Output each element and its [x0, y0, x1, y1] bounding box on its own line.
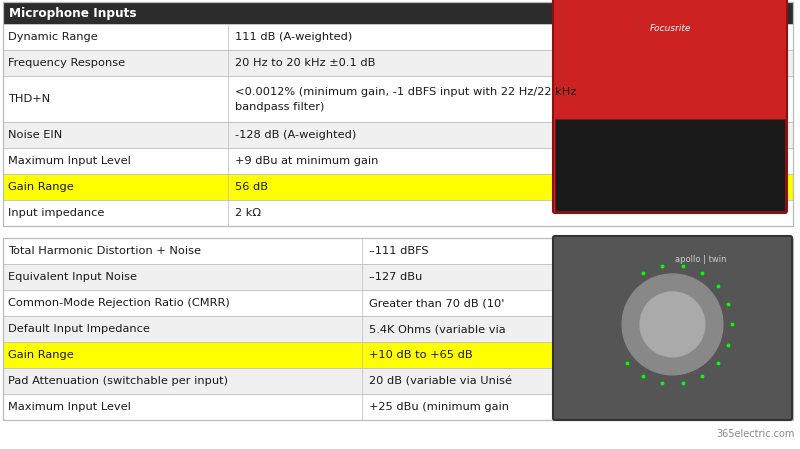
Text: Total Harmonic Distortion + Noise: Total Harmonic Distortion + Noise [8, 246, 201, 256]
Text: Noise EIN: Noise EIN [8, 130, 62, 140]
Text: Pad Attenuation (switchable per input): Pad Attenuation (switchable per input) [8, 376, 228, 386]
Text: 20 dB (variable via Unisé: 20 dB (variable via Unisé [370, 376, 513, 386]
Bar [3, 24, 793, 50]
Bar [3, 290, 793, 316]
Text: Default Input Impedance: Default Input Impedance [8, 324, 150, 334]
FancyBboxPatch shape [553, 236, 792, 420]
Text: 5.4K Ohms (variable via: 5.4K Ohms (variable via [370, 324, 506, 334]
Text: <0.0012% (minimum gain, -1 dBFS input with 22 Hz/22 kHz: <0.0012% (minimum gain, -1 dBFS input wi… [235, 87, 577, 97]
Text: Maximum Input Level: Maximum Input Level [8, 156, 131, 166]
Bar [3, 2, 793, 24]
Bar [555, 119, 785, 211]
Bar [3, 76, 793, 122]
Bar [3, 342, 793, 368]
Text: Maximum Input Level: Maximum Input Level [8, 402, 131, 412]
Text: Common-Mode Rejection Ratio (CMRR): Common-Mode Rejection Ratio (CMRR) [8, 298, 230, 308]
Text: -128 dB (A-weighted): -128 dB (A-weighted) [235, 130, 357, 140]
Bar [3, 238, 793, 264]
Circle shape [622, 274, 723, 375]
Bar [3, 50, 793, 76]
Bar [3, 174, 793, 200]
Text: Input impedance: Input impedance [8, 208, 104, 218]
Bar [3, 394, 793, 420]
Bar [3, 2, 793, 226]
Text: +25 dBu (minimum gain: +25 dBu (minimum gain [370, 402, 510, 412]
Text: Greater than 70 dB (10': Greater than 70 dB (10' [370, 298, 505, 308]
Text: Gain Range: Gain Range [8, 350, 74, 360]
Text: Microphone Inputs: Microphone Inputs [9, 6, 137, 19]
Text: –127 dBu: –127 dBu [370, 272, 422, 282]
Text: bandpass filter): bandpass filter) [235, 102, 325, 112]
Bar [3, 148, 793, 174]
Text: 365electric.com: 365electric.com [717, 429, 795, 439]
FancyBboxPatch shape [553, 0, 787, 213]
Text: Frequency Response: Frequency Response [8, 58, 125, 68]
Text: 56 dB: 56 dB [235, 182, 268, 192]
Text: Dynamic Range: Dynamic Range [8, 32, 98, 42]
Bar [3, 238, 793, 420]
Text: Equivalent Input Noise: Equivalent Input Noise [8, 272, 137, 282]
Text: +9 dBu at minimum gain: +9 dBu at minimum gain [235, 156, 378, 166]
Bar [3, 200, 793, 226]
Text: 20 Hz to 20 kHz ±0.1 dB: 20 Hz to 20 kHz ±0.1 dB [235, 58, 375, 68]
Text: 111 dB (A-weighted): 111 dB (A-weighted) [235, 32, 352, 42]
Text: Focusrite: Focusrite [650, 24, 690, 33]
Text: 2 kΩ: 2 kΩ [235, 208, 261, 218]
Text: Gain Range: Gain Range [8, 182, 74, 192]
Text: THD+N: THD+N [8, 94, 50, 104]
Text: –111 dBFS: –111 dBFS [370, 246, 429, 256]
Bar [3, 264, 793, 290]
Text: +10 dB to +65 dB: +10 dB to +65 dB [370, 350, 473, 360]
Bar [3, 316, 793, 342]
Bar [3, 368, 793, 394]
Text: apollo | twin: apollo | twin [675, 255, 726, 264]
Circle shape [640, 292, 705, 357]
Bar [3, 122, 793, 148]
